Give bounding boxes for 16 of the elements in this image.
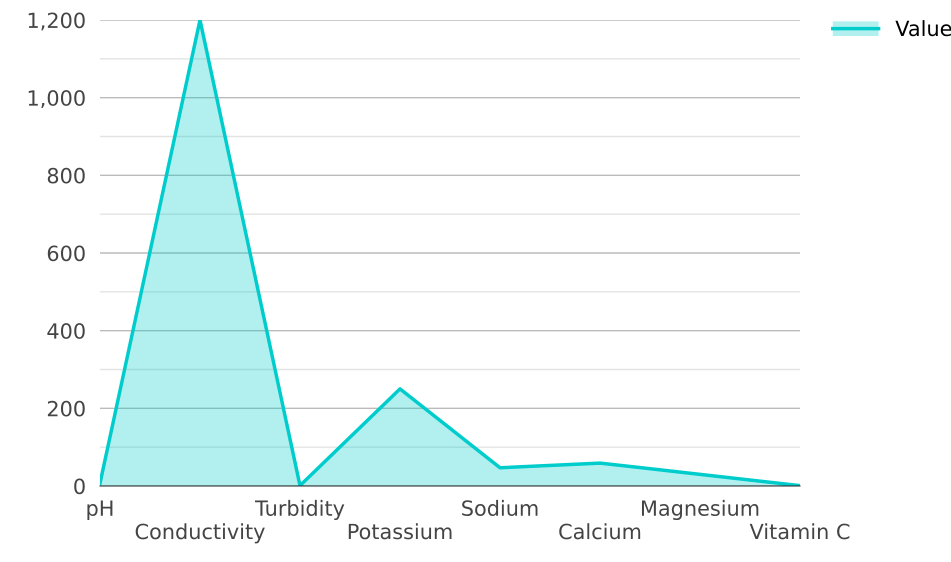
y-tick-label: 0 (74, 478, 85, 494)
y-tick-label: 600 (48, 245, 85, 262)
x-tick-label: Magnesium (642, 500, 758, 520)
x-tick-label: Vitamin C (750, 523, 850, 540)
x-tick-label: pH (87, 500, 112, 520)
y-tick-label: 1,200 (28, 12, 85, 30)
y-tick-label: 200 (48, 400, 85, 417)
x-tick-label: Conductivity (136, 523, 265, 544)
x-tick-label: Calcium (559, 523, 640, 540)
x-tick-label: Sodium (462, 500, 538, 516)
y-tick-label: 1,000 (28, 90, 85, 108)
x-tick-label: Potassium (348, 523, 452, 540)
y-tick-label: 800 (48, 168, 85, 184)
x-tick-label: Turbidity (255, 500, 344, 520)
y-tick-label: 400 (47, 323, 85, 339)
legend-label: Value (895, 20, 951, 36)
